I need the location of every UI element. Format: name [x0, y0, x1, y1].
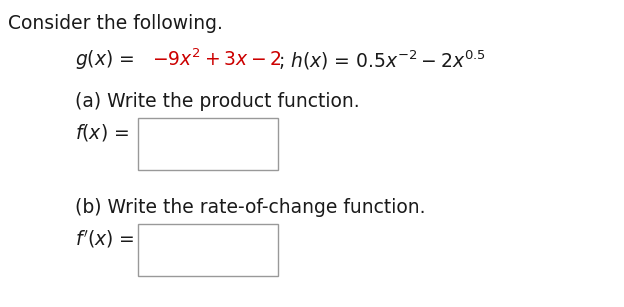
Bar [138, 224, 278, 276]
Text: (a) Write the product function.: (a) Write the product function. [75, 92, 359, 111]
Text: $f(x)$ =: $f(x)$ = [75, 122, 129, 143]
Text: $-9x^2 + 3x - 2$: $-9x^2 + 3x - 2$ [152, 48, 281, 69]
Text: $f'(x)$ =: $f'(x)$ = [75, 228, 135, 250]
Bar [138, 118, 278, 170]
Text: ; $h(x)$ = $0.5x^{-2} - 2x^{0.5}$: ; $h(x)$ = $0.5x^{-2} - 2x^{0.5}$ [278, 48, 486, 72]
Text: Consider the following.: Consider the following. [8, 14, 223, 33]
Text: $g(x)$ =: $g(x)$ = [75, 48, 136, 71]
Text: (b) Write the rate-of-change function.: (b) Write the rate-of-change function. [75, 198, 426, 217]
